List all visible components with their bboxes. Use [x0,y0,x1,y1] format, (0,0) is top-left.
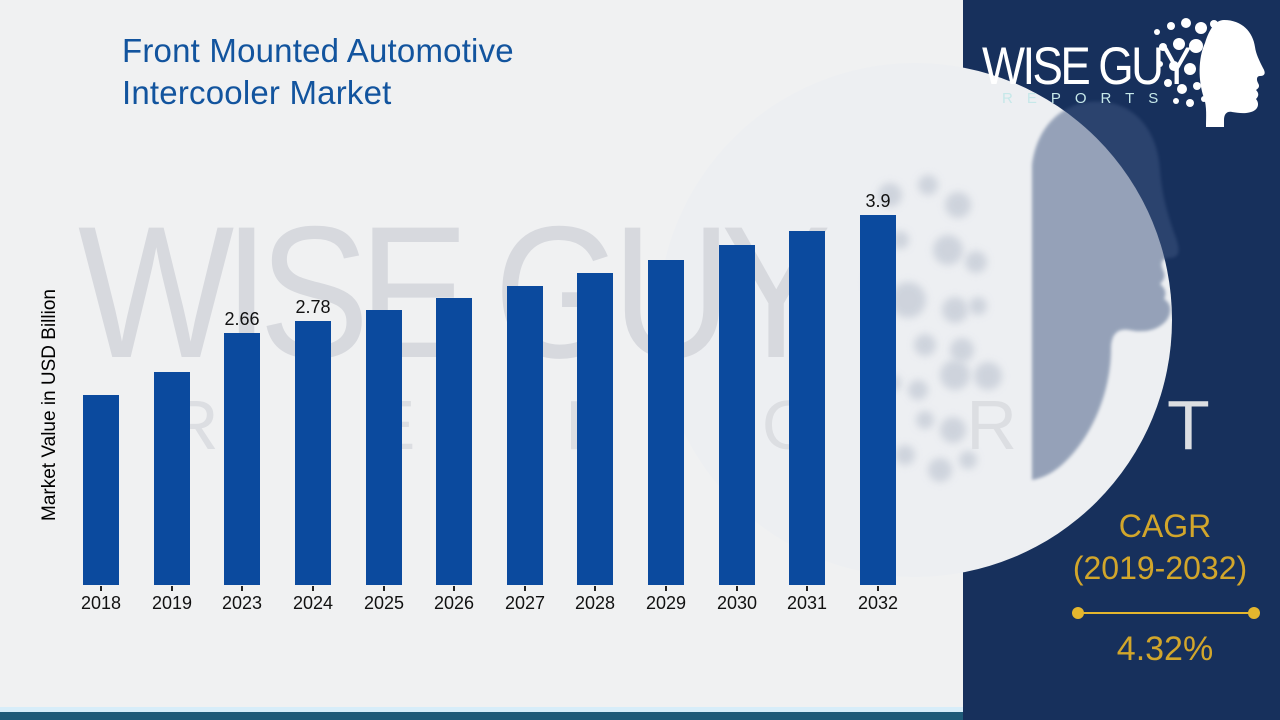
logo-subtext: REPORTS [1002,90,1173,107]
page-title-line1: Front Mounted Automotive [122,32,514,69]
bar [83,395,119,585]
x-tick [453,586,455,591]
page-title: Front Mounted Automotive Intercooler Mar… [122,30,514,114]
x-tick-label: 2023 [221,593,263,613]
x-tick [665,586,667,591]
x-tick [383,586,385,591]
bar-value-label: 3.9 [865,191,891,211]
bar [789,231,825,585]
cagr-divider [1072,607,1260,619]
bar [577,273,613,585]
x-tick-label: 2028 [574,593,616,613]
x-tick [594,586,596,591]
x-tick-label: 2019 [151,593,193,613]
x-tick-label: 2024 [292,593,334,613]
bar [436,298,472,585]
bar [295,321,331,585]
x-tick-label: 2031 [786,593,828,613]
bar [366,310,402,585]
x-tick [877,586,879,591]
x-tick [100,586,102,591]
x-tick [241,586,243,591]
bar [648,260,684,585]
x-tick-label: 2030 [716,593,758,613]
cagr-period: (2019-2032) [1072,550,1248,586]
logo-wordmark: WISE GUY [982,37,1192,96]
bar [224,333,260,585]
x-tick-label: 2029 [645,593,687,613]
x-tick [806,586,808,591]
cagr-value: 4.32% [1116,630,1214,668]
x-tick [312,586,314,591]
y-axis-label: Market Value in USD Billion [39,289,60,521]
bar [507,286,543,585]
x-tick-label: 2026 [433,593,475,613]
bar-value-label: 2.66 [224,309,260,329]
x-tick-label: 2018 [80,593,122,613]
bottom-accent-bar [0,712,963,720]
x-tick-label: 2027 [504,593,546,613]
x-tick-label: 2032 [857,593,899,613]
x-tick [736,586,738,591]
bar-value-label: 2.78 [295,297,331,317]
x-tick [524,586,526,591]
cagr-label: CAGR [1118,508,1212,544]
page-title-line2: Intercooler Market [122,74,392,111]
x-tick-label: 2025 [363,593,405,613]
bar [719,245,755,585]
bar [860,215,896,585]
bottom-accent-line [0,707,963,712]
x-tick [171,586,173,591]
bar [154,372,190,585]
